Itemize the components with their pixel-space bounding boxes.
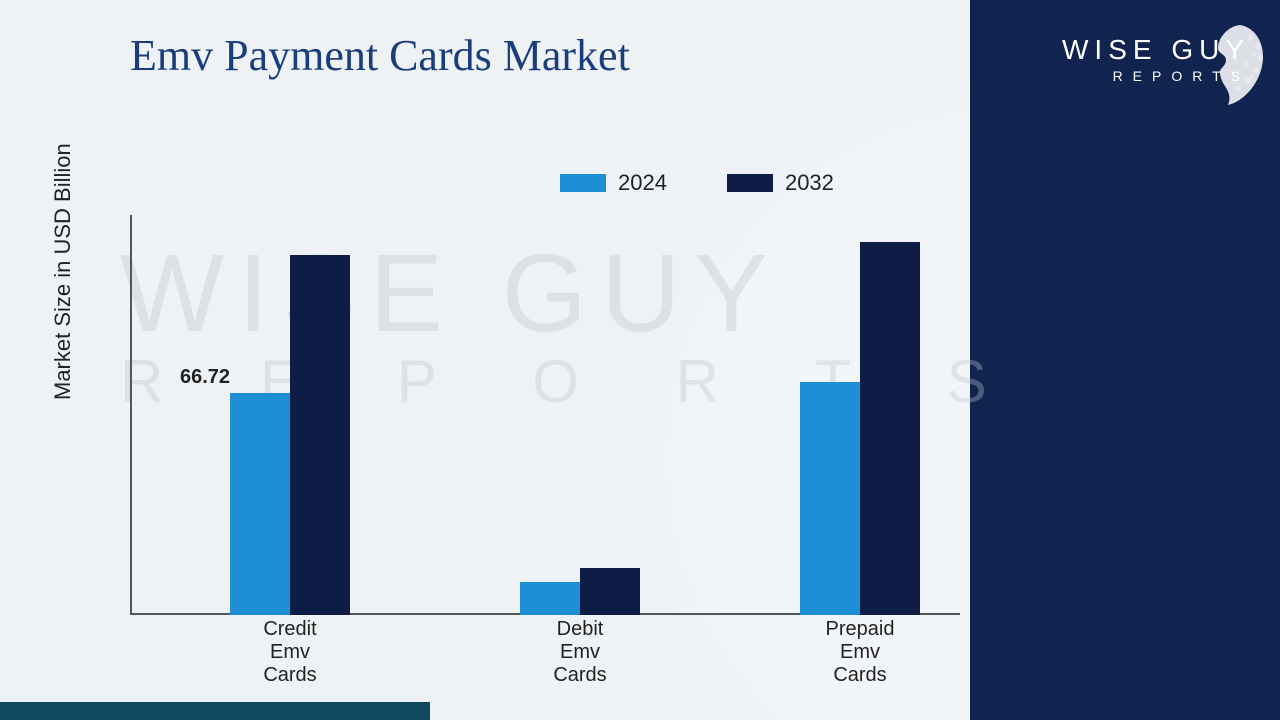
plot-area: 66.72	[130, 215, 960, 615]
logo-line1: WISE GUY	[1062, 34, 1250, 66]
legend: 2024 2032	[560, 170, 834, 196]
bar-2024	[800, 382, 860, 615]
legend-label-2024: 2024	[618, 170, 667, 196]
x-tick-label: CreditEmvCards	[200, 618, 380, 687]
bar-2032	[860, 242, 920, 615]
bar-2032	[580, 568, 640, 615]
bar-2024	[520, 582, 580, 615]
x-tick-label: PrepaidEmvCards	[770, 618, 950, 687]
legend-item-2024: 2024	[560, 170, 667, 196]
logo-line2: REPORTS	[1062, 68, 1250, 84]
legend-item-2032: 2032	[727, 170, 834, 196]
legend-swatch-2032	[727, 174, 773, 192]
bar-2024	[230, 393, 290, 615]
chart-card: Emv Payment Cards Market WISE GUY REPORT…	[0, 0, 1280, 720]
y-axis-label: Market Size in USD Billion	[50, 143, 76, 400]
legend-swatch-2024	[560, 174, 606, 192]
chart-title: Emv Payment Cards Market	[130, 30, 630, 81]
x-tick-label: DebitEmvCards	[490, 618, 670, 687]
legend-label-2032: 2032	[785, 170, 834, 196]
bar-value-label: 66.72	[180, 366, 230, 389]
y-axis	[130, 215, 132, 615]
bar-2032	[290, 255, 350, 615]
brand-logo: WISE GUY REPORTS	[1062, 34, 1250, 84]
bottom-strip	[0, 702, 430, 720]
